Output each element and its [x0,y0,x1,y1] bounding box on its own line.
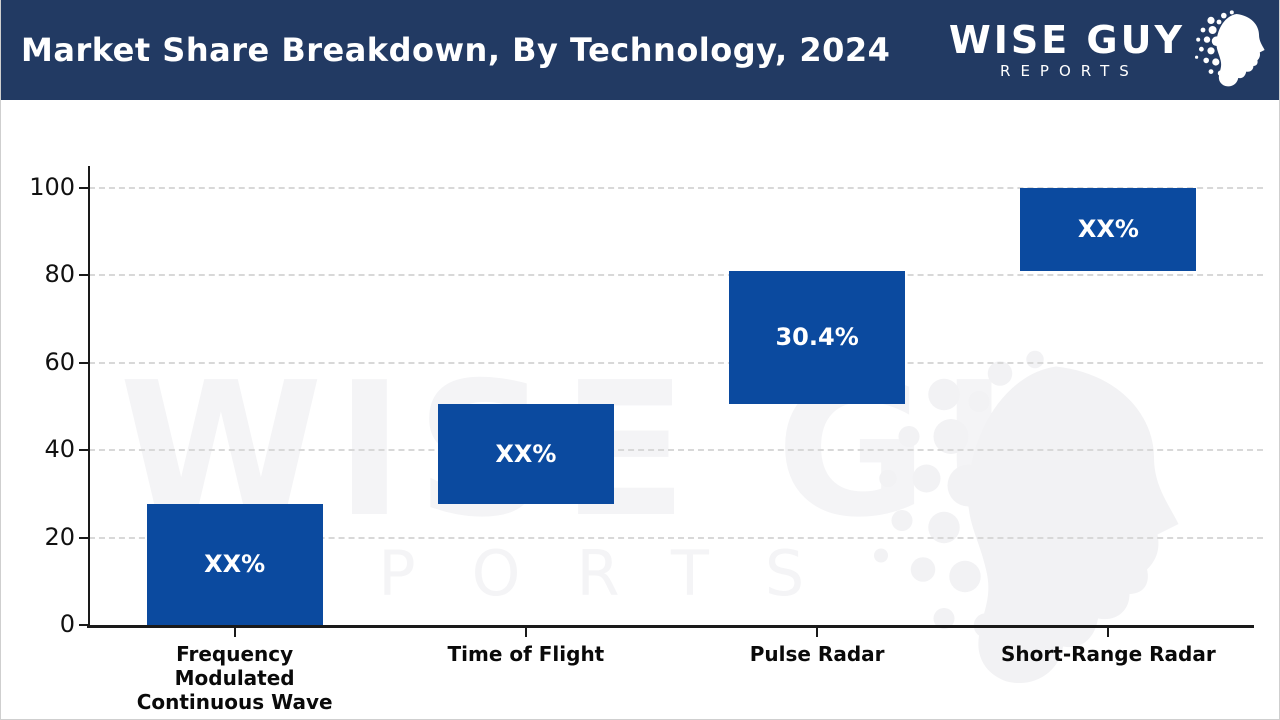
gridline [89,186,1263,189]
bar: XX% [1020,187,1197,271]
x-tick-mark [1107,628,1110,637]
chart-area: WISE GU REPORTS 0 20 40 60 80 100 XX% Frequency… [1,100,1279,719]
x-category-label: Pulse Radar [749,642,885,666]
gridline [89,274,1263,276]
y-tick-label: 60 [44,347,75,376]
x-category-label: Time of Flight [447,642,605,666]
y-tick-label: 80 [44,260,75,288]
y-tick-mark [79,361,89,364]
x-axis-spine [87,625,1254,628]
bar: 30.4% [729,270,906,404]
bar-value-label: 30.4% [775,323,859,352]
bar: XX% [437,403,614,504]
x-category-label: Frequency Modulated Continuous Wave [136,642,333,714]
y-tick-label: 40 [44,435,75,463]
x-tick-mark [233,628,236,637]
y-tick-label: 100 [29,172,75,201]
gridline [89,536,1263,539]
y-tick-label: 20 [44,522,75,551]
x-tick-mark [816,628,819,637]
bar-value-label: XX% [495,439,557,468]
x-category-label: Short-Range Radar [1001,642,1216,666]
bar-value-label: XX% [1077,215,1139,244]
brand-logo: WISE GUY REPORTS [949,7,1267,93]
bar-value-label: XX% [204,550,266,579]
x-tick-mark [524,628,527,637]
bar: XX% [146,503,323,625]
logo-wordmark: WISE GUY [948,18,1185,62]
y-tick-mark [79,536,89,539]
y-tick-label: 0 [59,610,75,638]
logo-text: WISE GUY REPORTS [949,20,1185,80]
y-tick-mark [79,624,89,626]
y-tick-mark [79,186,89,189]
y-axis-spine [88,166,90,628]
chart-title: Market Share Breakdown, By Technology, 2… [21,31,891,69]
y-tick-mark [79,274,89,276]
plot: 0 20 40 60 80 100 XX% Frequency Modulated Conti… [1,100,1279,719]
header: Market Share Breakdown, By Technology, 2… [1,0,1279,100]
logo-subtitle: REPORTS [1000,62,1139,80]
gridline [89,449,1263,451]
logo-head-icon [1195,10,1265,87]
gridline [89,361,1263,364]
y-tick-mark [79,449,89,451]
